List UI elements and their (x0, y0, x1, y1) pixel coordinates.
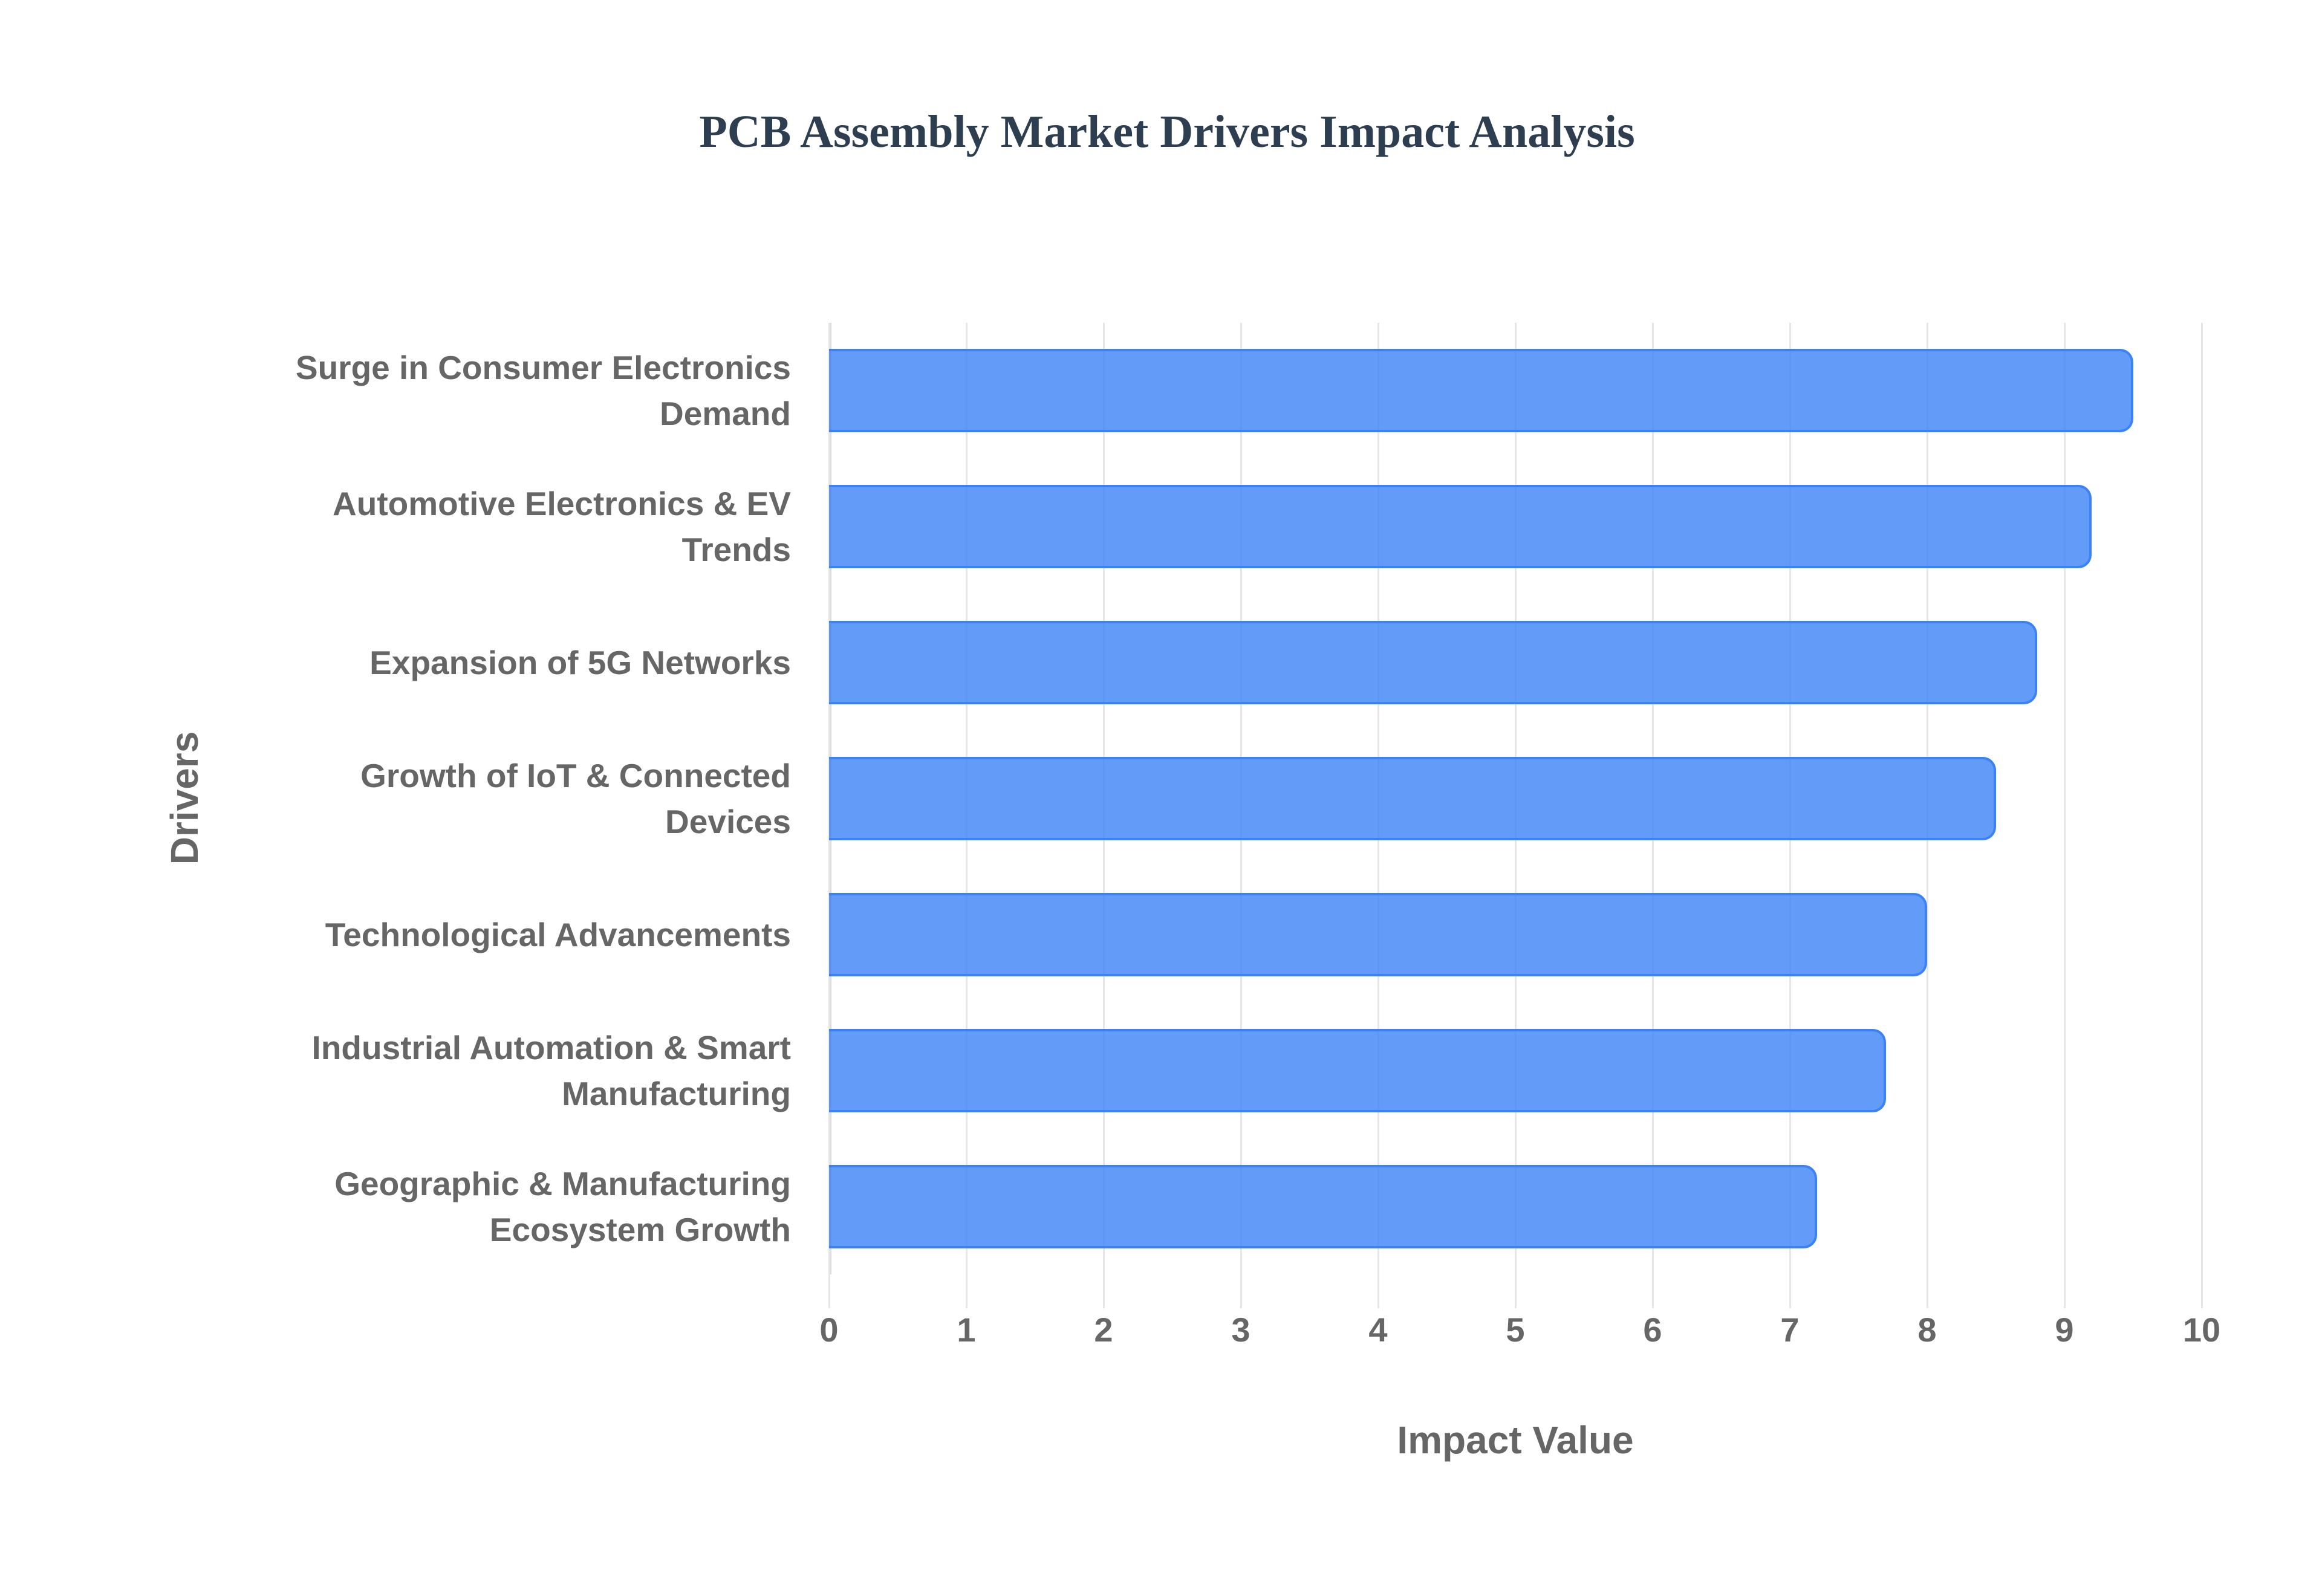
gridline (2201, 323, 2203, 1308)
x-axis-title: Impact Value (1397, 1418, 1634, 1462)
category-label: Automotive Electronics & EV Trends (333, 485, 791, 569)
x-tick-label: 3 (1231, 1311, 1250, 1349)
category-label: Geographic & Manufacturing Ecosystem Grow… (334, 1164, 791, 1248)
x-tick-label: 0 (819, 1311, 839, 1349)
gridline (2064, 323, 2066, 1308)
x-tick-label: 7 (1780, 1311, 1800, 1349)
x-tick-label: 10 (2182, 1311, 2221, 1349)
plot-area (828, 323, 2203, 1308)
category-label: Technological Advancements (325, 915, 791, 953)
chart-title: PCB Assembly Market Drivers Impact Analy… (699, 106, 1635, 157)
bar[interactable] (829, 892, 1927, 976)
x-tick-label: 9 (2055, 1311, 2074, 1349)
bar[interactable] (829, 1164, 1818, 1248)
x-tick-label: 2 (1094, 1311, 1113, 1349)
bar[interactable] (829, 485, 2092, 569)
category-label: Growth of IoT & Connected Devices (360, 757, 791, 840)
bar[interactable] (829, 349, 2133, 433)
x-tick-label: 1 (957, 1311, 976, 1349)
bar[interactable] (829, 757, 1996, 840)
category-label: Industrial Automation & Smart Manufacturi… (311, 1028, 791, 1112)
x-tick-label: 8 (1917, 1311, 1937, 1349)
category-label: Surge in Consumer Electronics Demand (295, 349, 791, 433)
x-tick-label: 4 (1368, 1311, 1388, 1349)
x-tick-label: 6 (1643, 1311, 1662, 1349)
category-label: Expansion of 5G Networks (369, 644, 791, 682)
bar[interactable] (829, 621, 2037, 705)
bar[interactable] (829, 1028, 1886, 1112)
x-tick-label: 5 (1506, 1311, 1525, 1349)
